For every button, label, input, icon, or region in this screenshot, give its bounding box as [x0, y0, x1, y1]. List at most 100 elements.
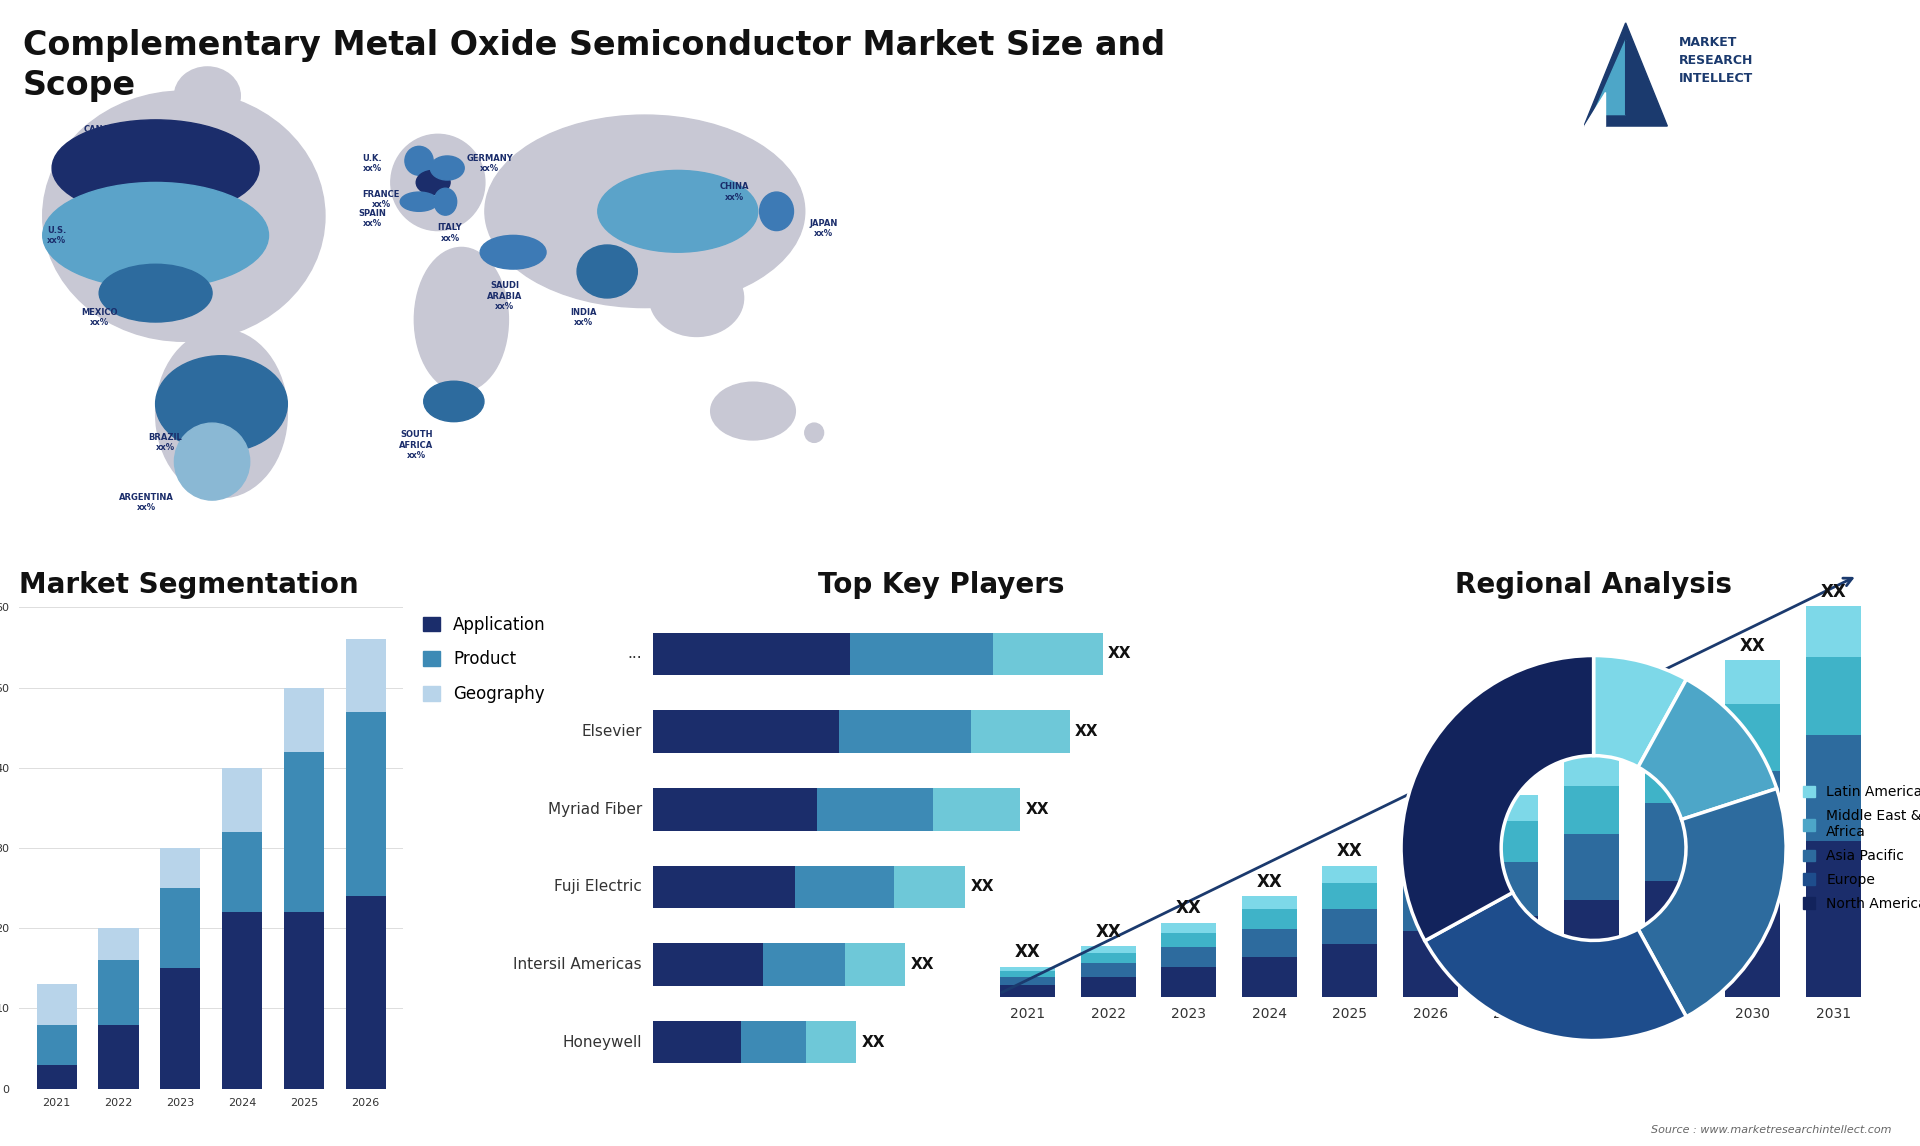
- Bar: [159, 968, 200, 1089]
- Bar: [284, 912, 324, 1089]
- Bar: [346, 639, 386, 712]
- Text: XX: XX: [1659, 684, 1686, 701]
- Ellipse shape: [156, 329, 288, 497]
- Ellipse shape: [42, 91, 324, 342]
- Bar: [1645, 745, 1699, 803]
- Text: Myriad Fiber: Myriad Fiber: [547, 802, 641, 817]
- Bar: [1242, 957, 1296, 997]
- Ellipse shape: [486, 115, 804, 307]
- Bar: [1565, 786, 1619, 834]
- Bar: [1484, 916, 1538, 997]
- Bar: [1081, 953, 1135, 963]
- Bar: [346, 712, 386, 896]
- Bar: [851, 633, 993, 675]
- Bar: [895, 865, 966, 908]
- Ellipse shape: [424, 382, 484, 422]
- Bar: [1323, 909, 1377, 944]
- Text: XX: XX: [1094, 923, 1121, 941]
- Bar: [36, 1025, 77, 1065]
- Text: Honeywell: Honeywell: [563, 1035, 641, 1050]
- Bar: [1726, 660, 1780, 704]
- Text: XX: XX: [1740, 636, 1766, 654]
- Bar: [1484, 821, 1538, 862]
- Text: U.K.
xx%: U.K. xx%: [363, 154, 382, 173]
- Text: XX: XX: [862, 1035, 885, 1050]
- Ellipse shape: [480, 235, 545, 269]
- Text: ...: ...: [628, 646, 641, 661]
- Bar: [1645, 707, 1699, 745]
- Text: XX: XX: [1014, 943, 1041, 961]
- Bar: [1081, 976, 1135, 997]
- Bar: [993, 633, 1102, 675]
- Bar: [98, 1025, 138, 1089]
- Text: XX: XX: [1075, 724, 1098, 739]
- Bar: [223, 912, 263, 1089]
- Bar: [806, 1021, 856, 1063]
- Bar: [223, 832, 263, 912]
- Bar: [839, 711, 972, 753]
- Text: XX: XX: [1820, 582, 1847, 601]
- Text: CANADA
xx%: CANADA xx%: [84, 125, 123, 144]
- Text: FRANCE
xx%: FRANCE xx%: [363, 189, 399, 209]
- Ellipse shape: [804, 423, 824, 442]
- Text: JAPAN
xx%: JAPAN xx%: [810, 219, 837, 238]
- Text: SAUDI
ARABIA
xx%: SAUDI ARABIA xx%: [488, 281, 522, 311]
- Bar: [1404, 931, 1457, 997]
- Bar: [933, 788, 1020, 831]
- Text: U.S.
xx%: U.S. xx%: [48, 226, 67, 245]
- Text: Intersil Americas: Intersil Americas: [513, 957, 641, 972]
- Bar: [223, 768, 263, 832]
- Text: GERMANY
xx%: GERMANY xx%: [467, 154, 513, 173]
- Bar: [1162, 967, 1215, 997]
- Ellipse shape: [578, 245, 637, 298]
- Text: Fuji Electric: Fuji Electric: [555, 879, 641, 894]
- Bar: [972, 711, 1069, 753]
- Text: ITALY
xx%: ITALY xx%: [438, 223, 463, 243]
- Text: XX: XX: [1025, 802, 1050, 817]
- Bar: [653, 943, 762, 986]
- Bar: [1807, 841, 1860, 997]
- Wedge shape: [1425, 893, 1686, 1041]
- Ellipse shape: [417, 171, 449, 195]
- Bar: [1162, 933, 1215, 948]
- Bar: [1726, 862, 1780, 997]
- Ellipse shape: [175, 423, 250, 500]
- Bar: [1000, 971, 1054, 976]
- Bar: [795, 865, 895, 908]
- Bar: [159, 888, 200, 968]
- Legend: Latin America, Middle East &
Africa, Asia Pacific, Europe, North America: Latin America, Middle East & Africa, Asi…: [1803, 785, 1920, 911]
- Bar: [284, 752, 324, 912]
- Text: INDIA
xx%: INDIA xx%: [570, 307, 597, 327]
- Bar: [159, 848, 200, 888]
- Polygon shape: [1584, 92, 1605, 126]
- Text: XX: XX: [1108, 646, 1131, 661]
- Ellipse shape: [760, 193, 793, 230]
- Bar: [1242, 909, 1296, 929]
- Text: Elsevier: Elsevier: [582, 724, 641, 739]
- Text: SOUTH
AFRICA
xx%: SOUTH AFRICA xx%: [399, 430, 434, 461]
- Bar: [741, 1021, 806, 1063]
- Text: SPAIN
xx%: SPAIN xx%: [357, 209, 386, 228]
- Bar: [284, 688, 324, 752]
- Bar: [1807, 735, 1860, 841]
- Wedge shape: [1402, 656, 1594, 941]
- Bar: [1162, 923, 1215, 933]
- Text: XX: XX: [1175, 900, 1202, 918]
- Bar: [1807, 657, 1860, 735]
- Bar: [845, 943, 904, 986]
- Ellipse shape: [415, 248, 509, 392]
- Ellipse shape: [175, 66, 240, 125]
- Bar: [1323, 865, 1377, 882]
- Bar: [1565, 754, 1619, 786]
- Bar: [98, 928, 138, 960]
- Bar: [1081, 963, 1135, 976]
- Ellipse shape: [430, 156, 465, 180]
- Text: XX: XX: [972, 879, 995, 894]
- Bar: [1726, 704, 1780, 771]
- Text: XX: XX: [1578, 731, 1605, 749]
- Title: Top Key Players: Top Key Players: [818, 572, 1064, 599]
- Text: XX: XX: [1417, 808, 1444, 826]
- Bar: [1484, 862, 1538, 916]
- Ellipse shape: [42, 182, 269, 289]
- Bar: [1081, 947, 1135, 953]
